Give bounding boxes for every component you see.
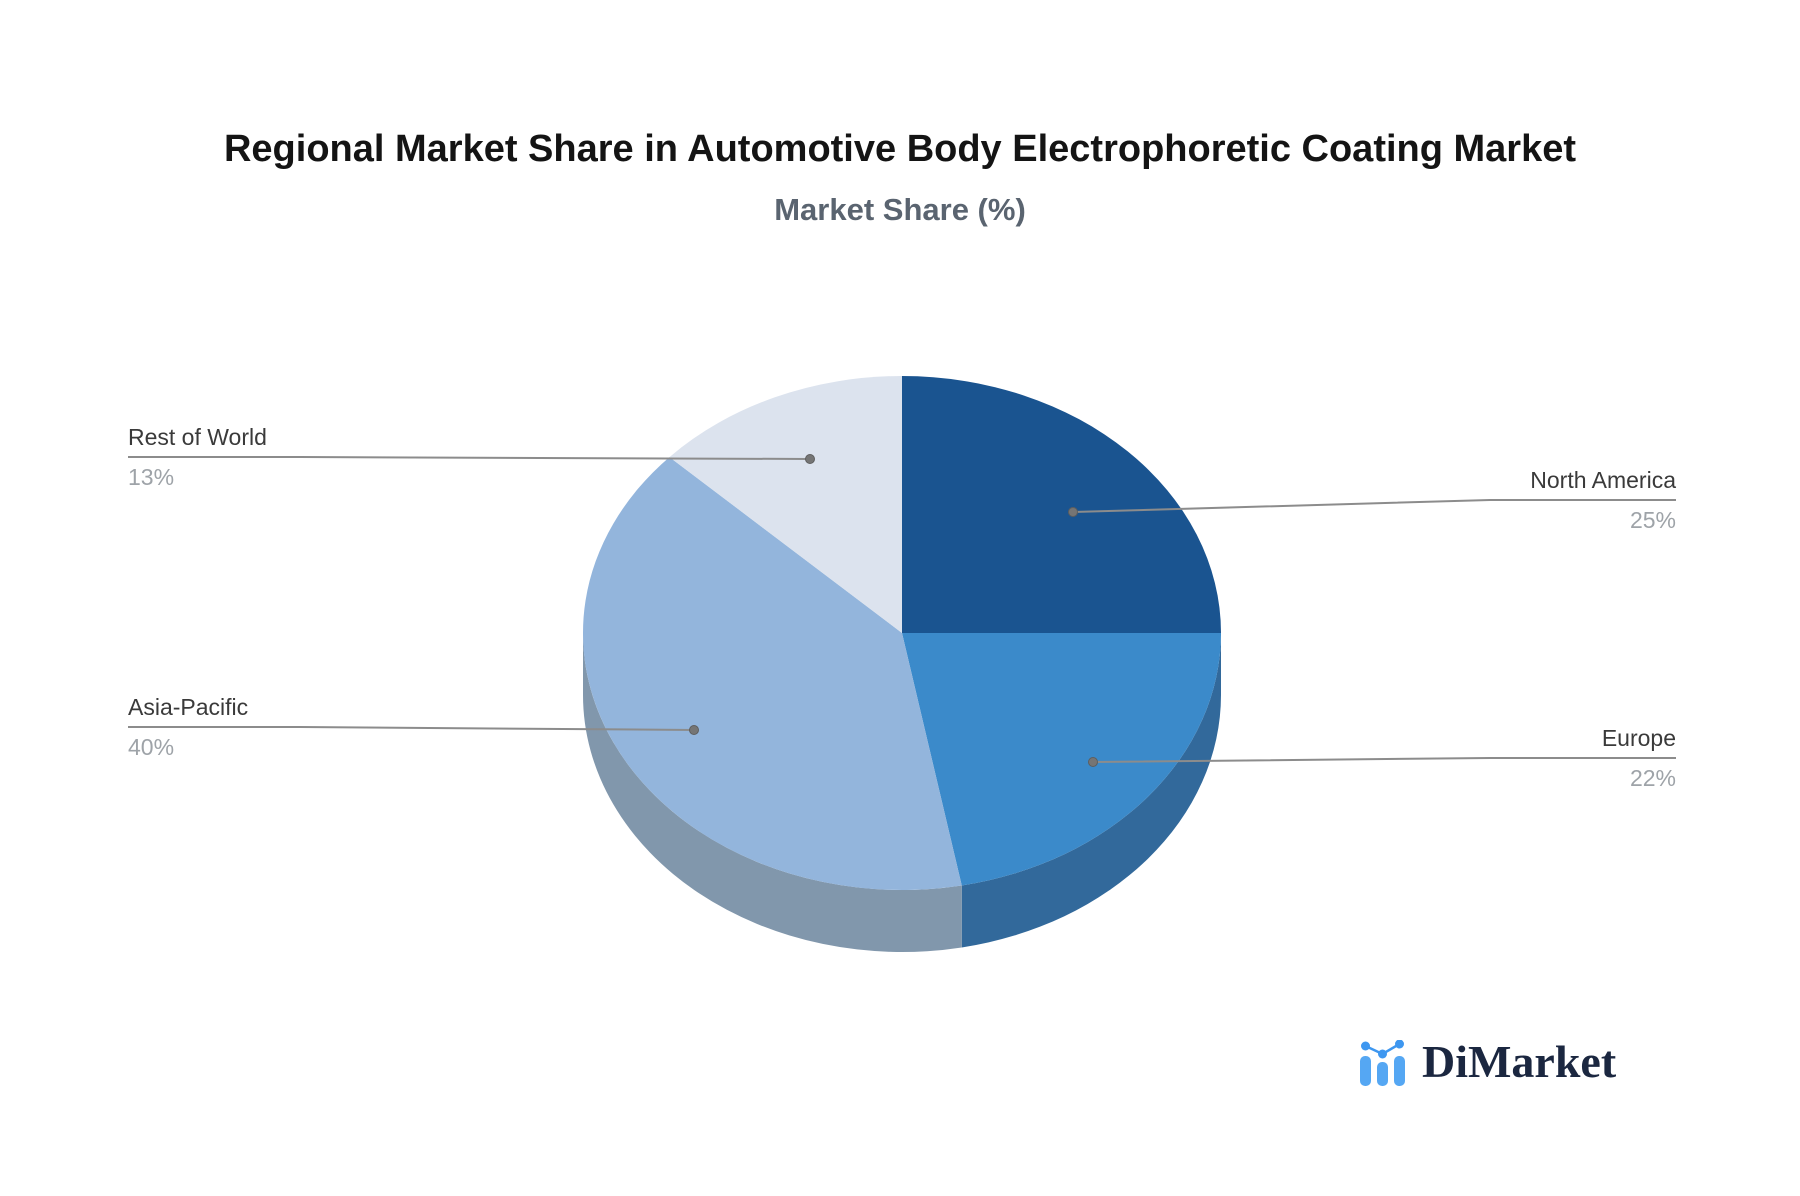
slice-label-rest-of-world: Rest of World 13% xyxy=(128,423,267,491)
slice-label-north-america: North America 25% xyxy=(1530,466,1676,534)
slice-name: North America xyxy=(1530,467,1676,493)
pie-slice-Asia-Pacific xyxy=(582,457,962,890)
leader-dot-Rest of World xyxy=(805,454,815,464)
slice-name: Europe xyxy=(1601,725,1676,751)
leader-line-Europe xyxy=(1092,757,1676,763)
pie-slice-side-Asia-Pacific xyxy=(583,633,962,952)
leader-dot-Europe xyxy=(1088,757,1098,767)
chart-title: Regional Market Share in Automotive Body… xyxy=(223,128,1577,170)
slice-percent: 40% xyxy=(128,734,175,760)
leader-dot-Asia-Pacific xyxy=(689,725,699,735)
slice-name: Rest of World xyxy=(128,424,267,450)
logo-text: DiMarket xyxy=(1422,1036,1617,1087)
chart-subtitle: Market Share (%) xyxy=(774,192,1026,227)
slice-name: Asia-Pacific xyxy=(128,694,249,720)
slice-percent: 22% xyxy=(1629,765,1676,791)
slice-label-europe: Europe 22% xyxy=(1602,724,1676,792)
dimarket-logo: DiMarket xyxy=(1360,1038,1616,1086)
slice-percent: 25% xyxy=(1629,507,1676,533)
slice-percent: 13% xyxy=(128,464,175,490)
leader-line-Rest of World xyxy=(128,456,811,460)
slice-label-asia-pacific: Asia-Pacific 40% xyxy=(128,693,248,761)
pie-slice-North America xyxy=(902,376,1221,633)
leader-line-Asia-Pacific xyxy=(128,726,695,731)
leader-dot-North America xyxy=(1068,507,1078,517)
leader-line-North America xyxy=(1072,499,1676,513)
pie-slice-Rest of World xyxy=(669,376,902,633)
pie-slice-Europe xyxy=(902,633,1221,886)
pie-slice-side-Europe xyxy=(961,633,1221,948)
bar-and-line-chart-icon xyxy=(1360,1040,1405,1086)
